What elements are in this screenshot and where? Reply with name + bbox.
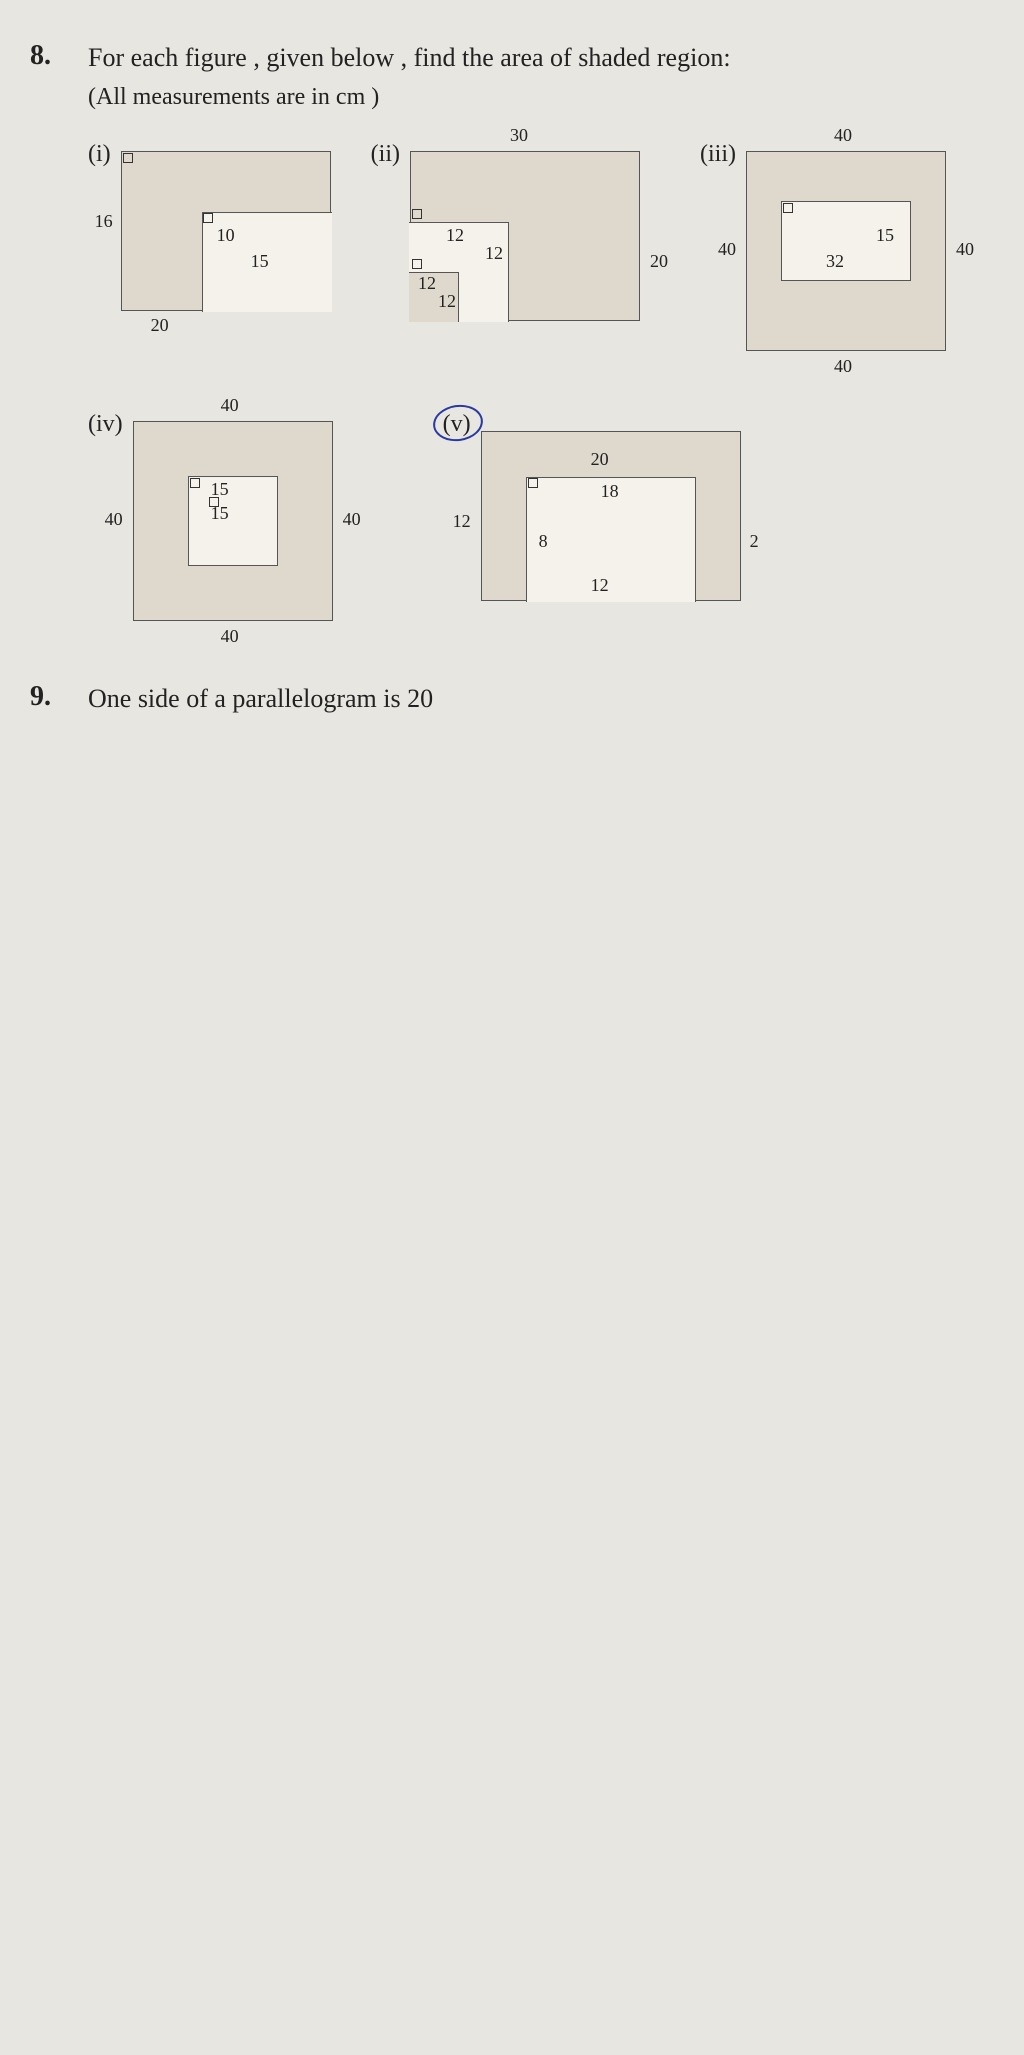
fig-ii-ic-top: 12 bbox=[418, 273, 436, 294]
fig-ii-oc-right: 12 bbox=[485, 243, 503, 264]
fig-ii-top: 30 bbox=[510, 125, 528, 146]
figure-v: 20 12 2 18 8 12 bbox=[481, 431, 741, 601]
question-number-9: 9. bbox=[30, 681, 70, 713]
fig-v-cut-top: 18 bbox=[601, 481, 619, 502]
question-text-9: One side of a parallelogram is 20 bbox=[88, 681, 433, 717]
fig-iii-hole-w: 32 bbox=[826, 251, 844, 272]
figure-iv: 40 40 40 40 15 15 bbox=[133, 421, 333, 621]
figure-i: 16 10 15 20 bbox=[121, 151, 331, 311]
fig-iii-right: 40 bbox=[956, 239, 974, 260]
figures-row-2: (iv) 40 40 40 40 15 15 (v) 20 12 2 18 bbox=[88, 411, 994, 621]
fig-iv-right: 40 bbox=[343, 509, 361, 530]
fig-v-top: 20 bbox=[591, 449, 609, 470]
figure-iii: 40 40 40 40 32 15 bbox=[746, 151, 946, 351]
fig-i-cut-w: 15 bbox=[251, 251, 269, 272]
fig-i-bottom: 20 bbox=[151, 315, 169, 336]
fig-v-right: 2 bbox=[750, 531, 759, 552]
fig-v-left: 12 bbox=[453, 511, 471, 532]
question-text: For each figure , given below , find the… bbox=[88, 40, 731, 76]
figure-v-block: (v) 20 12 2 18 8 12 bbox=[443, 411, 741, 601]
fig-ii-right: 20 bbox=[650, 251, 668, 272]
fig-iii-bottom: 40 bbox=[834, 356, 852, 377]
figure-ii-block: (ii) 30 20 12 12 12 12 bbox=[371, 141, 640, 321]
figures-row-1: (i) 16 10 15 20 (ii) 30 20 12 12 12 12 bbox=[88, 141, 994, 351]
fig-iv-top: 40 bbox=[221, 395, 239, 416]
fig-i-cut-h: 10 bbox=[217, 225, 235, 246]
fig-ii-oc-top: 12 bbox=[446, 225, 464, 246]
figure-ii: 30 20 12 12 12 12 bbox=[410, 151, 640, 321]
figure-iv-block: (iv) 40 40 40 40 15 15 bbox=[88, 411, 333, 621]
fig-iv-hole-top: 15 bbox=[211, 479, 229, 500]
fig-i-left: 16 bbox=[95, 211, 113, 232]
figure-i-block: (i) 16 10 15 20 bbox=[88, 141, 331, 311]
question-8: 8. For each figure , given below , find … bbox=[30, 40, 994, 76]
question-9: 9. One side of a parallelogram is 20 bbox=[30, 681, 994, 717]
question-number: 8. bbox=[30, 40, 70, 72]
pen-circle-icon bbox=[430, 402, 485, 445]
fig-v-cut-left: 8 bbox=[539, 531, 548, 552]
figure-iii-block: (iii) 40 40 40 40 32 15 bbox=[700, 141, 946, 351]
fig-ii-ic-right: 12 bbox=[438, 291, 456, 312]
fig-iv-bottom: 40 bbox=[221, 626, 239, 647]
part-label-ii: (ii) bbox=[371, 141, 400, 168]
fig-iv-left: 40 bbox=[105, 509, 123, 530]
fig-iv-hole-left: 15 bbox=[211, 503, 229, 524]
part-label-iii: (iii) bbox=[700, 141, 736, 168]
part-label-i: (i) bbox=[88, 141, 111, 168]
question-note: (All measurements are in cm ) bbox=[88, 84, 994, 111]
fig-iii-hole-h: 15 bbox=[876, 225, 894, 246]
part-label-iv: (iv) bbox=[88, 411, 123, 438]
fig-iii-left: 40 bbox=[718, 239, 736, 260]
fig-iii-top: 40 bbox=[834, 125, 852, 146]
fig-v-cut-bottom: 12 bbox=[591, 575, 609, 596]
